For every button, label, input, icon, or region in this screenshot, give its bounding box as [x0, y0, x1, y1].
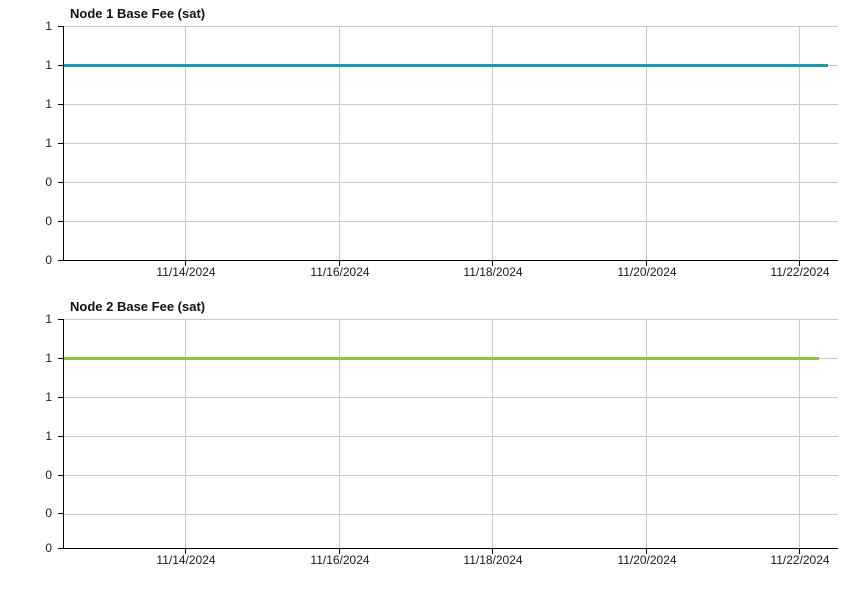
y-axis-tick: [58, 548, 63, 549]
x-axis-tick: [646, 261, 647, 266]
y-axis-label: 1: [45, 58, 52, 72]
y-axis-line: [63, 26, 64, 261]
x-axis-tick: [646, 549, 647, 554]
y-axis-label: 1: [45, 429, 52, 443]
chart-title-node-1: Node 1 Base Fee (sat): [70, 6, 206, 21]
y-axis-tick: [58, 260, 63, 261]
x-axis-label: 11/22/2024: [770, 553, 830, 567]
gridline-horizontal: [63, 514, 838, 515]
gridline-horizontal: [63, 221, 838, 222]
x-axis-tick: [799, 261, 800, 266]
x-axis-label: 11/14/2024: [156, 265, 216, 279]
gridline-vertical: [185, 319, 186, 548]
gridline-horizontal: [63, 182, 838, 183]
chart-panel-node-2: Node 2 Base Fee (sat) 1 1 1 1 0 0 0 11/1…: [0, 287, 860, 587]
y-axis-label: 1: [45, 136, 52, 150]
gridline-vertical: [339, 319, 340, 548]
x-axis-tick: [799, 549, 800, 554]
y-axis-label: 0: [45, 214, 52, 228]
chart-panel-node-1: Node 1 Base Fee (sat) 1 1 1 1 0 0 0 1: [0, 0, 860, 290]
series-line-node-1: [63, 64, 828, 67]
y-axis-tick: [58, 182, 63, 183]
gridline-horizontal: [63, 26, 838, 27]
plot-area-node-2: [63, 319, 838, 548]
y-axis-tick: [58, 65, 63, 66]
x-axis-tick: [339, 549, 340, 554]
y-axis-label: 1: [45, 351, 52, 365]
chart-title-node-2: Node 2 Base Fee (sat): [70, 299, 206, 314]
x-axis-label: 11/20/2024: [617, 265, 677, 279]
gridline-vertical: [492, 26, 493, 260]
x-axis-label: 11/18/2024: [463, 553, 523, 567]
x-axis-label: 11/22/2024: [770, 265, 830, 279]
gridline-horizontal: [63, 475, 838, 476]
x-axis-tick: [185, 549, 186, 554]
gridline-vertical: [492, 319, 493, 548]
y-axis-tick: [58, 436, 63, 437]
y-axis-label: 0: [45, 541, 52, 555]
x-axis-tick: [492, 261, 493, 266]
gridline-vertical: [185, 26, 186, 260]
x-axis-label: 11/14/2024: [156, 553, 216, 567]
x-axis-tick: [492, 549, 493, 554]
y-axis-tick: [58, 475, 63, 476]
y-axis-label: 1: [45, 97, 52, 111]
y-axis-label: 1: [45, 390, 52, 404]
gridline-vertical: [799, 26, 800, 260]
gridline-horizontal: [63, 143, 838, 144]
y-axis-tick: [58, 221, 63, 222]
y-axis-tick: [58, 26, 63, 27]
x-axis-line: [63, 548, 838, 549]
gridline-horizontal: [63, 436, 838, 437]
gridline-vertical: [646, 319, 647, 548]
gridline-horizontal: [63, 319, 838, 320]
y-axis-tick: [58, 358, 63, 359]
y-axis-tick: [58, 319, 63, 320]
y-axis-tick: [58, 397, 63, 398]
y-axis-label: 0: [45, 468, 52, 482]
y-axis-label: 1: [45, 312, 52, 326]
y-axis-label: 0: [45, 506, 52, 520]
y-axis-line: [63, 319, 64, 549]
y-axis-label: 1: [45, 19, 52, 33]
x-axis-label: 11/18/2024: [463, 265, 523, 279]
y-axis-tick: [58, 513, 63, 514]
gridline-vertical: [646, 26, 647, 260]
gridline-horizontal: [63, 104, 838, 105]
series-line-node-2: [63, 357, 819, 360]
x-axis-line: [63, 260, 838, 261]
x-axis-tick: [185, 261, 186, 266]
gridline-vertical: [339, 26, 340, 260]
y-axis-label: 0: [45, 175, 52, 189]
x-axis-tick: [339, 261, 340, 266]
plot-area-node-1: [63, 26, 838, 260]
x-axis-label: 11/16/2024: [310, 553, 370, 567]
x-axis-label: 11/16/2024: [310, 265, 370, 279]
y-axis-tick: [58, 143, 63, 144]
gridline-vertical: [799, 319, 800, 548]
x-axis-label: 11/20/2024: [617, 553, 677, 567]
y-axis-label: 0: [45, 253, 52, 267]
gridline-horizontal: [63, 397, 838, 398]
y-axis-tick: [58, 104, 63, 105]
